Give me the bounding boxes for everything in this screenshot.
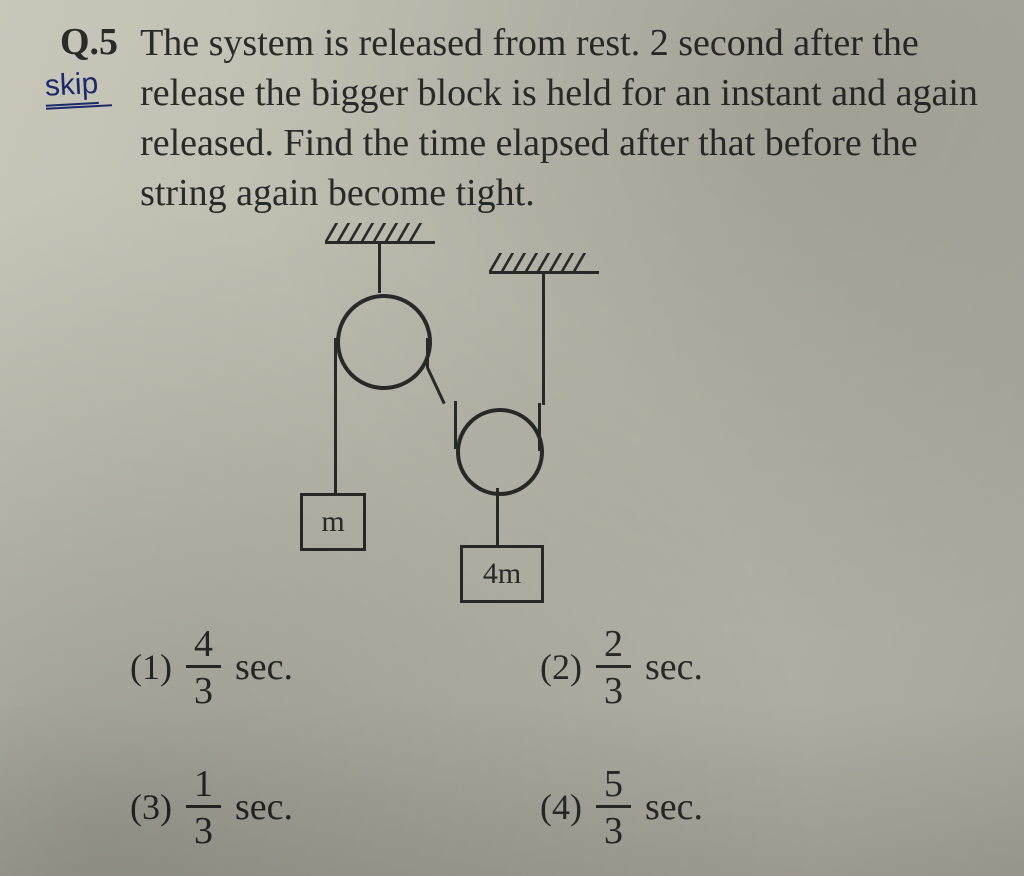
option-4-unit: sec. <box>645 785 703 829</box>
mass-large-label: 4m <box>483 557 521 591</box>
question-number: Q.5 <box>60 18 118 64</box>
option-2-den: 3 <box>596 668 631 710</box>
option-3: (3) 1 3 sec. <box>130 765 510 850</box>
option-1: (1) 4 3 sec. <box>130 625 510 710</box>
option-3-num: 1 <box>186 765 221 805</box>
option-2-fraction: 2 3 <box>596 625 631 710</box>
option-1-unit: sec. <box>235 645 293 689</box>
mass-large-box: 4m <box>460 545 544 603</box>
option-3-fraction: 1 3 <box>186 765 221 850</box>
option-2-unit: sec. <box>645 645 703 689</box>
option-1-den: 3 <box>186 668 221 710</box>
option-1-fraction: 4 3 <box>186 625 221 710</box>
option-3-label: (3) <box>130 786 172 828</box>
pulley-right <box>456 408 544 496</box>
ceiling-left-hatching <box>330 223 426 239</box>
mass-small-label: m <box>321 505 344 539</box>
pulley-diagram: m 4m <box>270 223 630 603</box>
string-big-mass <box>496 488 499 546</box>
question-text: The system is released from rest. 2 seco… <box>140 18 984 219</box>
options-grid: (1) 4 3 sec. (2) 2 3 sec. (3) 1 3 <box>130 625 984 850</box>
option-2: (2) 2 3 sec. <box>540 625 920 710</box>
option-4-den: 3 <box>596 808 631 850</box>
option-1-num: 4 <box>186 625 221 665</box>
pulley-left <box>336 294 432 390</box>
mass-small-box: m <box>300 493 366 551</box>
handwritten-text: skip <box>44 67 99 107</box>
string-right-up <box>538 403 541 451</box>
option-2-num: 2 <box>596 625 631 665</box>
option-3-unit: sec. <box>235 785 293 829</box>
ceiling-right-hatching <box>494 253 590 269</box>
question-header: Q.5 The system is released from rest. 2 … <box>60 18 984 219</box>
option-4-num: 5 <box>596 765 631 805</box>
string-left-down <box>334 338 337 496</box>
string-middle-2 <box>426 366 446 404</box>
page: Q.5 The system is released from rest. 2 … <box>0 0 1024 876</box>
option-1-label: (1) <box>130 646 172 688</box>
option-3-den: 3 <box>186 808 221 850</box>
option-2-label: (2) <box>540 646 582 688</box>
string-middle-3 <box>454 401 457 449</box>
string-middle <box>426 338 429 368</box>
ceiling-right-rod <box>542 271 545 405</box>
option-4-fraction: 5 3 <box>596 765 631 850</box>
option-4: (4) 5 3 sec. <box>540 765 920 850</box>
option-4-label: (4) <box>540 786 582 828</box>
ceiling-left-rod <box>378 241 381 293</box>
handwritten-note: skip <box>44 66 112 109</box>
